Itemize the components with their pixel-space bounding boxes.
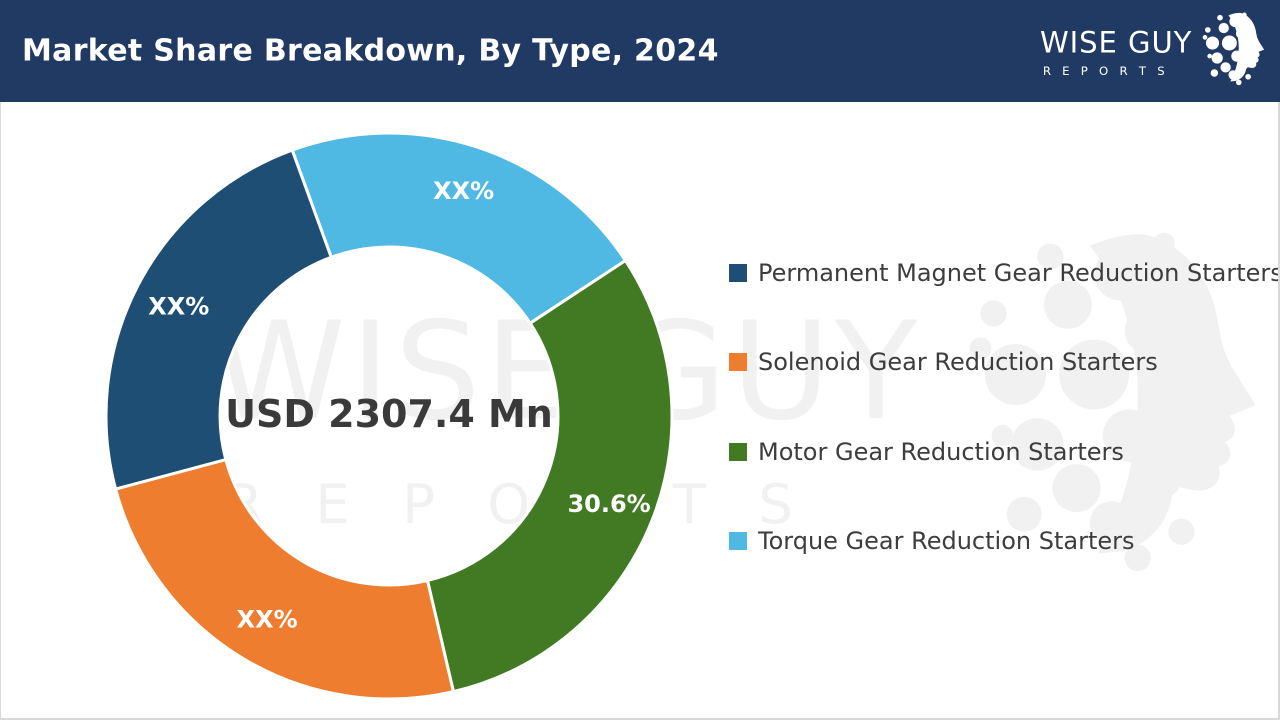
legend-item-permanent: Permanent Magnet Gear Reduction Starters	[729, 258, 1280, 288]
legend-label-torque: Torque Gear Reduction Starters	[758, 527, 1135, 555]
donut-center-value: USD 2307.4 Mn	[225, 392, 553, 436]
legend-swatch-solenoid	[729, 353, 747, 371]
legend-swatch-permanent	[729, 264, 747, 282]
header-bar: Market Share Breakdown, By Type, 2024	[0, 0, 1280, 102]
slice-label-solenoid: XX%	[237, 605, 298, 633]
page-border-left	[0, 102, 1, 720]
legend-swatch-motor	[729, 443, 747, 461]
donut-slice-motor	[425, 258, 674, 694]
slice-label-motor: 30.6%	[567, 490, 650, 518]
slice-label-permanent: XX%	[148, 293, 209, 321]
page-border-bottom	[0, 718, 1280, 720]
donut-slice-solenoid	[113, 457, 456, 701]
page-title: Market Share Breakdown, By Type, 2024	[22, 33, 719, 69]
brand-logo	[1040, 11, 1265, 90]
slice-label-torque: XX%	[433, 177, 494, 205]
legend-label-permanent: Permanent Magnet Gear Reduction Starters	[758, 259, 1280, 287]
donut-slice-torque	[290, 131, 628, 326]
donut-chart-svg: XX% 30.6% XX% XX%	[104, 131, 674, 701]
legend-label-solenoid: Solenoid Gear Reduction Starters	[758, 348, 1158, 376]
legend-label-motor: Motor Gear Reduction Starters	[758, 438, 1124, 466]
legend-item-solenoid: Solenoid Gear Reduction Starters	[729, 347, 1158, 377]
donut-slice-permanent	[104, 148, 334, 491]
legend-swatch-torque	[729, 532, 747, 550]
legend-item-motor: Motor Gear Reduction Starters	[729, 437, 1124, 467]
legend: Permanent Magnet Gear Reduction Starters…	[729, 0, 1280, 720]
legend-item-torque: Torque Gear Reduction Starters	[729, 526, 1135, 556]
page-border-right	[1278, 102, 1280, 720]
donut-chart: XX% 30.6% XX% XX%	[89, 116, 689, 716]
